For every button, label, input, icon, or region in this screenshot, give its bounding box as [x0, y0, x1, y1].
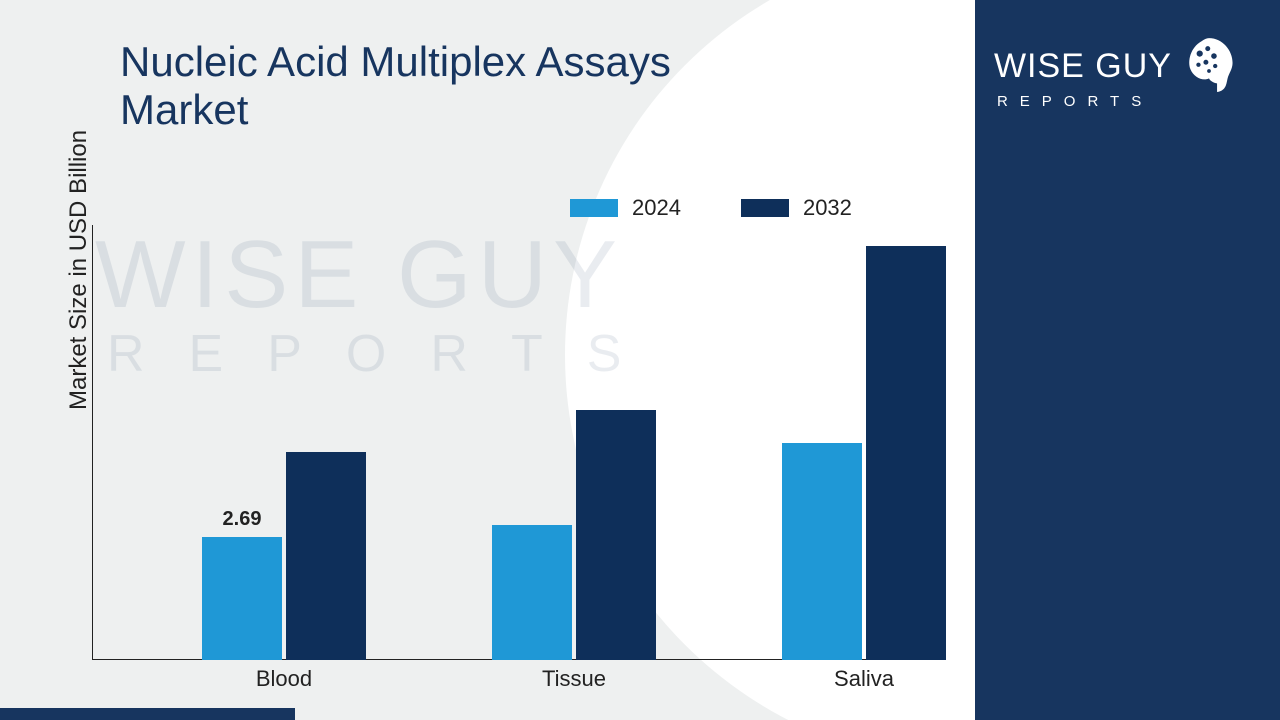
bar	[866, 246, 946, 660]
legend-swatch-2032	[741, 199, 789, 217]
canvas: WISE GUY REPORTS Nucleic Acid Multiplex …	[0, 0, 1280, 720]
brand-name: WISE GUY	[994, 47, 1172, 86]
legend: 2024 2032	[570, 195, 852, 221]
x-category-label: Blood	[202, 660, 366, 692]
brand-logo: WISE GUY REPORTS	[994, 35, 1240, 110]
legend-label-2024: 2024	[632, 195, 681, 221]
brand-head-icon	[1178, 35, 1240, 97]
y-axis-label: Market Size in USD Billion	[65, 130, 93, 410]
x-category-label: Tissue	[492, 660, 656, 692]
bar-group: Tissue	[492, 225, 656, 660]
bar	[492, 525, 572, 660]
bar-group: Saliva	[782, 225, 946, 660]
bar-value-label: 2.69	[202, 508, 282, 537]
legend-item-2032: 2032	[741, 195, 852, 221]
y-axis-line	[92, 225, 93, 660]
bar	[576, 410, 656, 660]
bottom-accent-bar	[0, 708, 295, 720]
chart-title: Nucleic Acid Multiplex Assays Market	[120, 38, 740, 135]
bar	[782, 443, 862, 661]
legend-swatch-2024	[570, 199, 618, 217]
brand-name-row: WISE GUY	[994, 35, 1240, 97]
x-category-label: Saliva	[782, 660, 946, 692]
chart-area: 2.69BloodTissueSaliva	[92, 225, 922, 660]
bar: 2.69	[202, 537, 282, 660]
legend-item-2024: 2024	[570, 195, 681, 221]
bar	[286, 452, 366, 660]
legend-label-2032: 2032	[803, 195, 852, 221]
bar-group: 2.69Blood	[202, 225, 366, 660]
